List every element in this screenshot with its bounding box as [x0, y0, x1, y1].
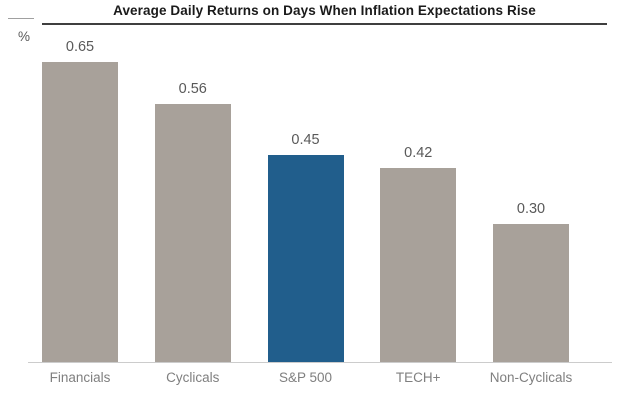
category-label: S&P 500 [278, 370, 333, 385]
x-axis-labels: Financials Cyclicals S&P 500 TECH+ Non-Cycli… [42, 370, 573, 385]
bar-column: 0.30 [493, 201, 569, 362]
bar-column: 0.65 [42, 39, 118, 362]
category-label: Non-Cyclicals [489, 370, 573, 385]
bar-value-label: 0.56 [178, 81, 207, 97]
bar [380, 168, 457, 362]
y-axis-tick-dash [8, 18, 34, 19]
plot-area: 0.65 0.56 0.45 0.42 0.30 [42, 30, 569, 362]
category-label: Financials [49, 370, 111, 385]
bar [493, 224, 569, 362]
category-label: Cyclicals [166, 370, 220, 385]
chart-title: Average Daily Returns on Days When Infla… [42, 3, 607, 25]
bar-column: 0.42 [380, 145, 457, 362]
bar-column: 0.56 [154, 81, 231, 362]
bar-column: 0.45 [267, 132, 344, 362]
category-label: TECH+ [395, 370, 441, 385]
bar [154, 104, 231, 362]
bar-value-label: 0.42 [404, 145, 433, 161]
bar-value-label: 0.45 [291, 132, 320, 148]
y-axis-unit-label: % [18, 29, 31, 44]
bar [42, 62, 118, 362]
bar [267, 155, 344, 362]
bar-value-label: 0.30 [516, 201, 546, 217]
x-axis-baseline [28, 362, 612, 363]
bar-value-label: 0.65 [65, 39, 95, 55]
